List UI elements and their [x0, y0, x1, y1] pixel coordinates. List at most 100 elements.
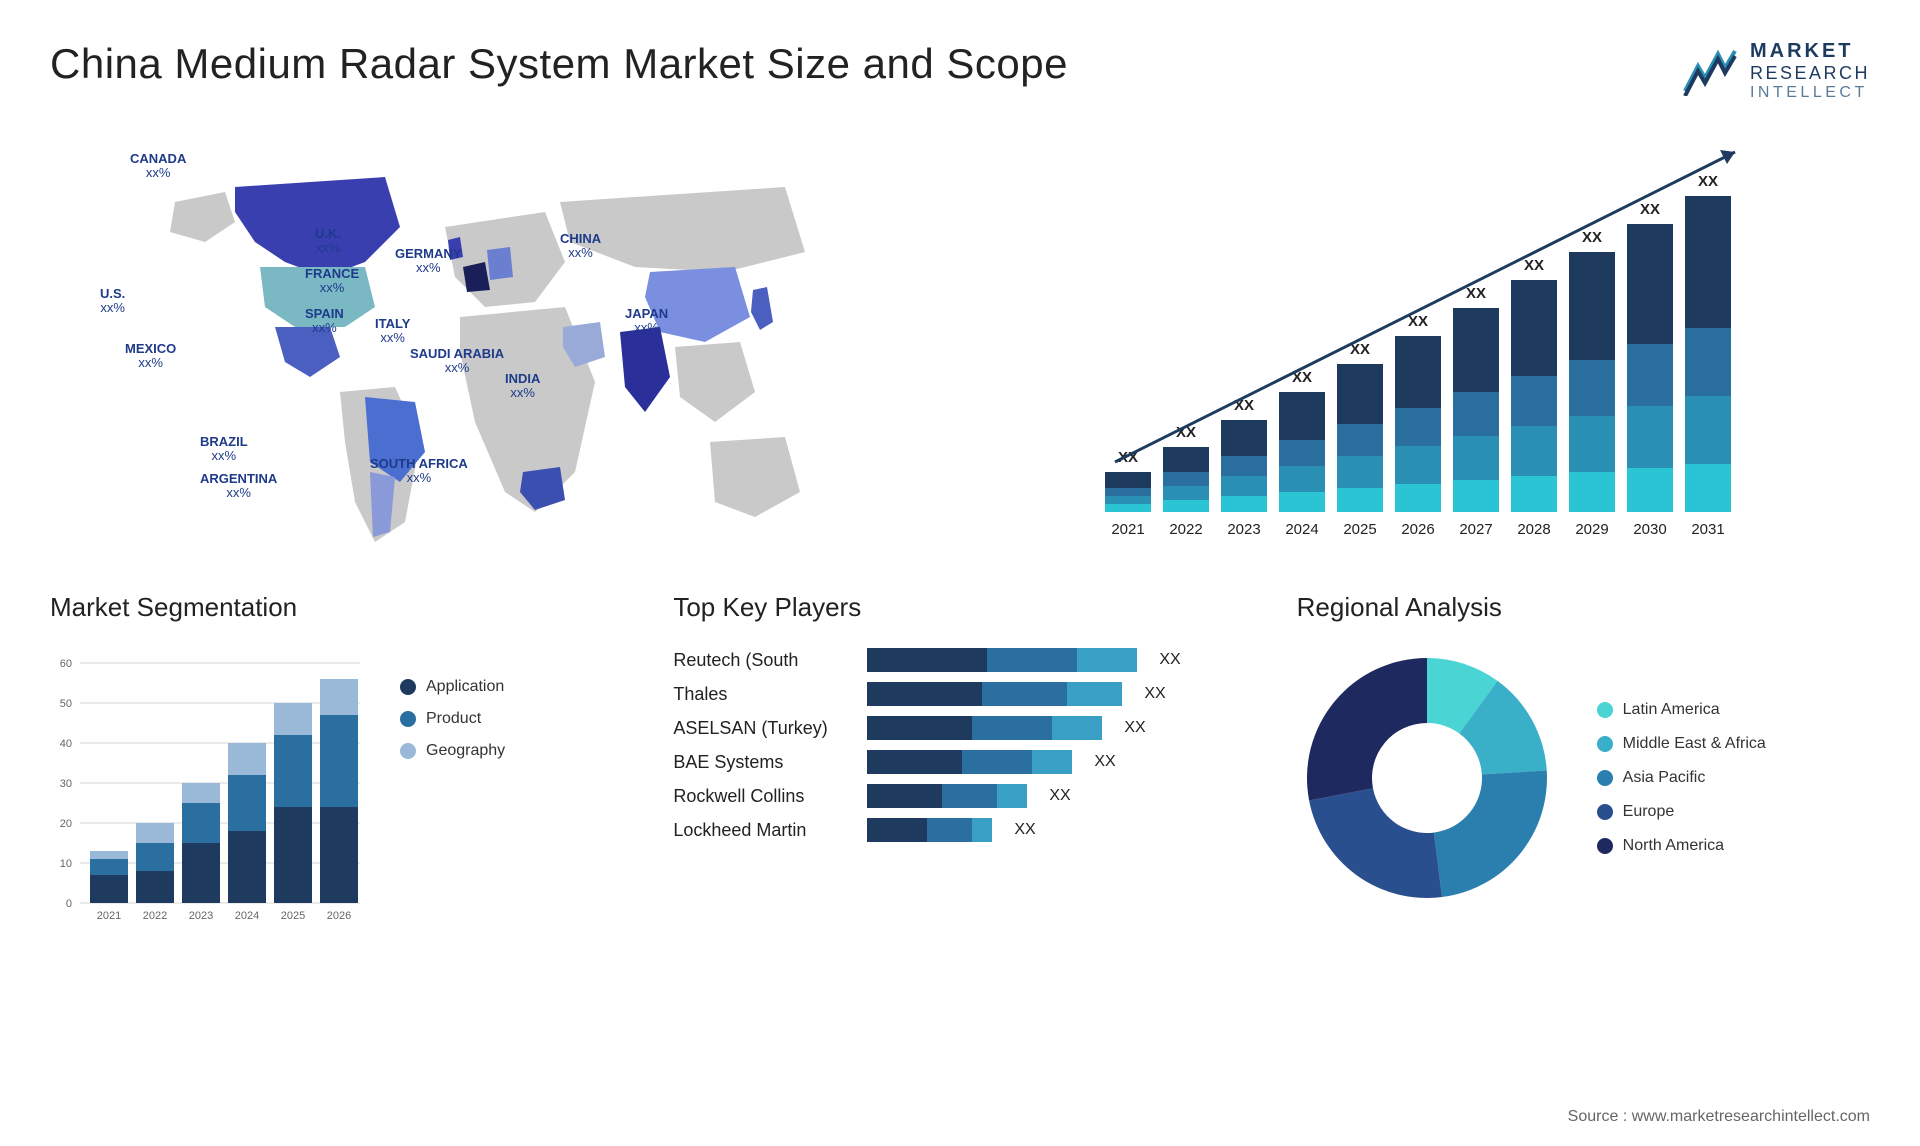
growth-bar-chart: XX2021XX2022XX2023XX2024XX2025XX2026XX20…	[980, 132, 1870, 552]
seg-bar-2025-application	[274, 807, 312, 903]
growth-bar-2029-seg0	[1569, 472, 1615, 512]
map-label-germany: GERMANYxx%	[395, 247, 461, 276]
growth-bar-2026-seg3	[1395, 336, 1441, 408]
growth-bar-2029-seg2	[1569, 360, 1615, 416]
map-label-mexico: MEXICOxx%	[125, 342, 176, 371]
growth-bar-2030-seg0	[1627, 468, 1673, 512]
regional-section: Regional Analysis Latin America Middle Ea…	[1297, 592, 1870, 928]
growth-bar-label-2029: XX	[1582, 229, 1602, 246]
players-list: Reutech (SouthXXThalesXXASELSAN (Turkey)…	[673, 648, 1246, 842]
map-label-spain: SPAINxx%	[305, 307, 344, 336]
growth-bar-2023-seg1	[1221, 476, 1267, 496]
segmentation-title: Market Segmentation	[50, 592, 623, 623]
growth-bar-2028-seg2	[1511, 376, 1557, 426]
brand-logo: MARKET RESEARCH INTELLECT	[1680, 40, 1870, 102]
segmentation-chart: 0102030405060202120222023202420252026	[50, 648, 370, 928]
growth-year-label-2021: 2021	[1111, 521, 1144, 538]
page-title: China Medium Radar System Market Size an…	[50, 40, 1068, 88]
player-row-rockwell-collins: Rockwell CollinsXX	[673, 784, 1246, 808]
growth-bar-label-2028: XX	[1524, 257, 1544, 274]
source-text: Source : www.marketresearchintellect.com	[1568, 1108, 1870, 1126]
map-region-japan	[751, 287, 773, 330]
seg-ytick: 0	[66, 898, 72, 910]
map-label-canada: CANADAxx%	[130, 152, 186, 181]
player-row-bae-systems: BAE SystemsXX	[673, 750, 1246, 774]
growth-bar-2028-seg0	[1511, 476, 1557, 512]
growth-bar-2027-seg1	[1453, 436, 1499, 480]
growth-bar-2022-seg1	[1163, 486, 1209, 500]
seg-bar-2026-geography	[320, 679, 358, 715]
growth-bar-2029-seg1	[1569, 416, 1615, 472]
seg-ytick: 10	[60, 858, 72, 870]
seg-bar-2023-geography	[182, 783, 220, 803]
seg-year-label-2024: 2024	[235, 910, 259, 922]
seg-year-label-2025: 2025	[281, 910, 305, 922]
seg-bar-2022-geography	[136, 823, 174, 843]
growth-bar-2022-seg3	[1163, 447, 1209, 472]
growth-year-label-2025: 2025	[1343, 521, 1376, 538]
growth-bar-2024-seg2	[1279, 440, 1325, 466]
growth-bar-2031-seg0	[1685, 464, 1731, 512]
segmentation-section: Market Segmentation 01020304050602021202…	[50, 592, 623, 928]
growth-bar-2024-seg0	[1279, 492, 1325, 512]
growth-year-label-2029: 2029	[1575, 521, 1608, 538]
players-section: Top Key Players Reutech (SouthXXThalesXX…	[673, 592, 1246, 928]
growth-bar-label-2027: XX	[1466, 285, 1486, 302]
growth-bar-2027-seg0	[1453, 480, 1499, 512]
seg-legend-application: Application	[400, 678, 505, 696]
donut-seg-north-america	[1307, 658, 1427, 800]
seg-ytick: 30	[60, 778, 72, 790]
growth-bar-2031-seg3	[1685, 196, 1731, 328]
reg-legend-latin-america: Latin America	[1597, 701, 1766, 719]
growth-bar-2025-seg3	[1337, 364, 1383, 424]
seg-legend-product: Product	[400, 710, 505, 728]
players-title: Top Key Players	[673, 592, 1246, 623]
map-label-south-africa: SOUTH AFRICAxx%	[370, 457, 468, 486]
growth-bar-2024-seg1	[1279, 466, 1325, 492]
seg-bar-2024-application	[228, 831, 266, 903]
map-region-australia	[710, 437, 800, 517]
map-region-alaska	[170, 192, 235, 242]
seg-bar-2024-geography	[228, 743, 266, 775]
growth-bar-2031-seg2	[1685, 328, 1731, 396]
regional-title: Regional Analysis	[1297, 592, 1870, 623]
donut-seg-asia-pacific	[1434, 770, 1547, 897]
seg-ytick: 40	[60, 738, 72, 750]
growth-bar-2022-seg0	[1163, 500, 1209, 512]
seg-year-label-2023: 2023	[189, 910, 213, 922]
growth-bar-2031-seg1	[1685, 396, 1731, 464]
seg-bar-2026-application	[320, 807, 358, 903]
reg-legend-europe: Europe	[1597, 803, 1766, 821]
reg-legend-middle-east-africa: Middle East & Africa	[1597, 735, 1766, 753]
map-label-brazil: BRAZILxx%	[200, 435, 248, 464]
growth-year-label-2024: 2024	[1285, 521, 1318, 538]
map-label-india: INDIAxx%	[505, 372, 540, 401]
growth-bar-2028-seg3	[1511, 280, 1557, 376]
growth-bar-2023-seg2	[1221, 456, 1267, 476]
seg-year-label-2026: 2026	[327, 910, 351, 922]
growth-year-label-2023: 2023	[1227, 521, 1260, 538]
growth-bar-2030-seg1	[1627, 406, 1673, 468]
growth-bar-2024-seg3	[1279, 392, 1325, 440]
seg-bar-2022-product	[136, 843, 174, 871]
seg-year-label-2022: 2022	[143, 910, 167, 922]
growth-bar-2029-seg3	[1569, 252, 1615, 360]
reg-legend-asia-pacific: Asia Pacific	[1597, 769, 1766, 787]
map-label-argentina: ARGENTINAxx%	[200, 472, 277, 501]
seg-bar-2021-product	[90, 859, 128, 875]
map-region-germany	[487, 247, 513, 280]
seg-bar-2025-geography	[274, 703, 312, 735]
seg-year-label-2021: 2021	[97, 910, 121, 922]
growth-year-label-2027: 2027	[1459, 521, 1492, 538]
segmentation-legend: ApplicationProductGeography	[400, 648, 505, 928]
seg-ytick: 20	[60, 818, 72, 830]
growth-bar-label-2030: XX	[1640, 201, 1660, 218]
seg-ytick: 50	[60, 698, 72, 710]
world-map: CANADAxx%U.S.xx%MEXICOxx%BRAZILxx%ARGENT…	[50, 132, 940, 552]
regional-legend: Latin America Middle East & Africa Asia Pa…	[1597, 701, 1766, 855]
growth-bar-2023-seg3	[1221, 420, 1267, 456]
player-row-lockheed-martin: Lockheed MartinXX	[673, 818, 1246, 842]
growth-bar-2025-seg1	[1337, 456, 1383, 488]
reg-legend-north-america: North America	[1597, 837, 1766, 855]
growth-bar-2021-seg3	[1105, 472, 1151, 488]
